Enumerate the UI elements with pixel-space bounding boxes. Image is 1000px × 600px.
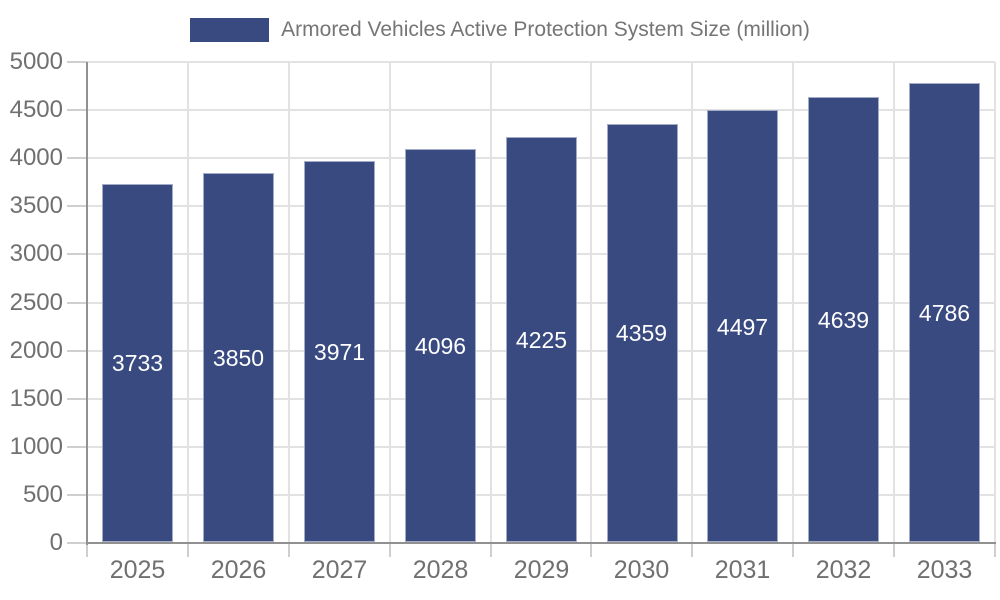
y-tick-label: 3500 bbox=[9, 192, 63, 219]
bar-2028 bbox=[405, 149, 476, 542]
x-tick-label: 2031 bbox=[714, 556, 771, 584]
y-tick-label: 5000 bbox=[9, 48, 63, 75]
y-tick-label: 1500 bbox=[9, 385, 63, 412]
y-axis-tick bbox=[67, 542, 87, 544]
y-axis-tick bbox=[67, 253, 87, 255]
legend-label: Armored Vehicles Active Protection Syste… bbox=[281, 18, 810, 41]
gridline-vertical bbox=[288, 62, 290, 543]
x-tick-label: 2033 bbox=[916, 556, 973, 584]
bar-value-label: 3971 bbox=[313, 339, 366, 365]
bar-2032 bbox=[808, 97, 879, 542]
bar-value-label: 4786 bbox=[918, 300, 971, 326]
bar-value-label: 4639 bbox=[817, 307, 870, 333]
gridline-horizontal bbox=[87, 61, 995, 63]
x-tick-label: 2025 bbox=[109, 556, 166, 584]
y-axis-tick bbox=[67, 61, 87, 63]
y-axis-tick bbox=[67, 205, 87, 207]
x-tick-label: 2027 bbox=[311, 556, 368, 584]
y-tick-label: 4500 bbox=[9, 96, 63, 123]
x-axis-line bbox=[86, 542, 996, 544]
y-tick-label: 4000 bbox=[9, 144, 63, 171]
gridline-vertical bbox=[691, 62, 693, 543]
x-axis-tick bbox=[288, 543, 290, 557]
bar-value-label: 3733 bbox=[111, 350, 164, 376]
y-tick-label: 0 bbox=[49, 529, 63, 556]
y-tick-label: 3000 bbox=[9, 240, 63, 267]
y-axis-tick bbox=[67, 157, 87, 159]
bar-2031 bbox=[707, 110, 778, 542]
y-axis-tick bbox=[67, 302, 87, 304]
x-axis-tick bbox=[792, 543, 794, 557]
bar-2033 bbox=[909, 83, 980, 542]
y-tick-label: 500 bbox=[22, 481, 63, 508]
bar-2025 bbox=[102, 184, 173, 542]
y-tick-label: 2500 bbox=[9, 289, 63, 316]
x-tick-label: 2032 bbox=[815, 556, 872, 584]
bar-2030 bbox=[607, 124, 678, 542]
legend-color-swatch bbox=[190, 18, 270, 42]
x-axis-tick bbox=[86, 543, 88, 557]
gridline-vertical bbox=[187, 62, 189, 543]
bar-2029 bbox=[506, 137, 577, 542]
bar-2026 bbox=[203, 173, 274, 542]
x-axis-tick bbox=[590, 543, 592, 557]
x-tick-label: 2030 bbox=[613, 556, 670, 584]
y-axis-tick bbox=[67, 109, 87, 111]
bar-value-label: 4497 bbox=[716, 314, 769, 340]
gridline-vertical bbox=[389, 62, 391, 543]
gridline-vertical bbox=[590, 62, 592, 543]
y-axis-line bbox=[86, 62, 88, 545]
x-axis-tick bbox=[490, 543, 492, 557]
x-axis-tick bbox=[994, 543, 996, 557]
y-tick-label: 2000 bbox=[9, 337, 63, 364]
y-tick-label: 1000 bbox=[9, 433, 63, 460]
y-axis-tick bbox=[67, 494, 87, 496]
gridline-vertical bbox=[994, 62, 996, 543]
bar-value-label: 4096 bbox=[414, 333, 467, 359]
x-axis-tick bbox=[893, 543, 895, 557]
y-axis-tick bbox=[67, 350, 87, 352]
y-axis-tick bbox=[67, 398, 87, 400]
chart-legend: Armored Vehicles Active Protection Syste… bbox=[0, 16, 1000, 44]
bar-value-label: 4359 bbox=[615, 320, 668, 346]
gridline-vertical bbox=[893, 62, 895, 543]
x-axis-tick bbox=[691, 543, 693, 557]
y-axis-tick bbox=[67, 446, 87, 448]
x-tick-label: 2029 bbox=[513, 556, 570, 584]
x-tick-label: 2028 bbox=[412, 556, 469, 584]
x-tick-label: 2026 bbox=[210, 556, 267, 584]
x-axis-tick bbox=[187, 543, 189, 557]
bar-2027 bbox=[304, 161, 375, 542]
bar-value-label: 3850 bbox=[212, 345, 265, 371]
x-axis-tick bbox=[389, 543, 391, 557]
legend-item[interactable]: Armored Vehicles Active Protection Syste… bbox=[190, 16, 810, 44]
gridline-vertical bbox=[490, 62, 492, 543]
bar-value-label: 4225 bbox=[515, 327, 568, 353]
gridline-horizontal bbox=[87, 109, 995, 111]
gridline-vertical bbox=[792, 62, 794, 543]
